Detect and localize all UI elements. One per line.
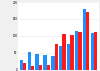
Bar <box>36 54 39 70</box>
Bar <box>83 9 86 70</box>
Bar <box>59 46 62 70</box>
Bar <box>28 52 31 70</box>
Bar <box>55 44 58 70</box>
Bar <box>67 44 70 70</box>
Bar <box>62 34 66 70</box>
Bar <box>39 65 42 70</box>
Bar <box>20 60 23 70</box>
Bar <box>75 31 78 70</box>
Bar <box>86 12 90 70</box>
Bar <box>23 63 26 70</box>
Bar <box>70 35 74 70</box>
Bar <box>51 56 54 70</box>
Bar <box>43 55 47 70</box>
Bar <box>47 65 50 70</box>
Bar <box>91 33 94 70</box>
Bar <box>94 32 97 70</box>
Bar <box>31 66 34 70</box>
Bar <box>78 32 82 70</box>
